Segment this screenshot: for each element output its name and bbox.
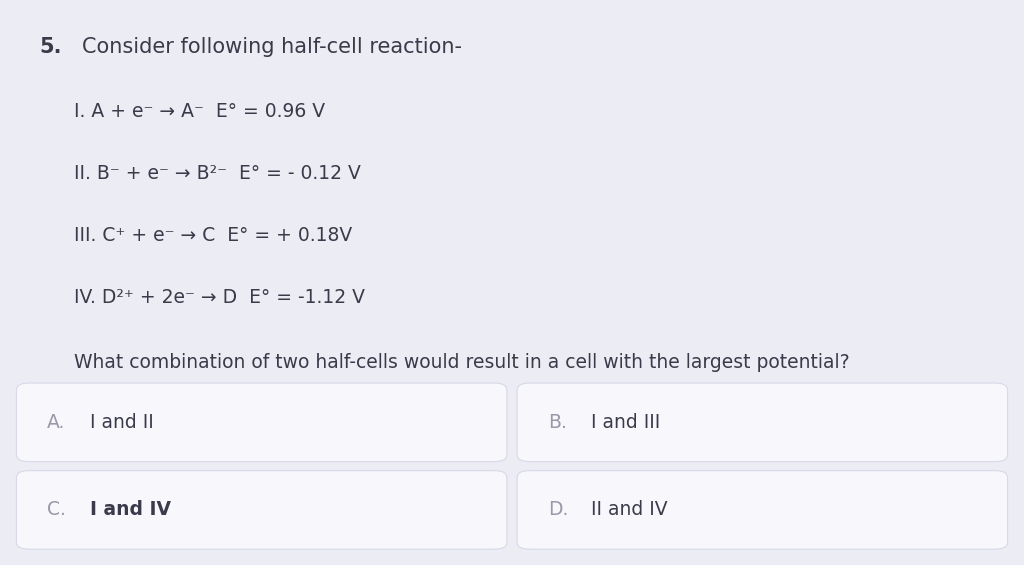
Text: II and IV: II and IV — [591, 501, 668, 519]
Text: II. B⁻ + e⁻ → B²⁻  E° = - 0.12 V: II. B⁻ + e⁻ → B²⁻ E° = - 0.12 V — [74, 164, 360, 183]
Text: I and IV: I and IV — [90, 501, 171, 519]
Text: 5.: 5. — [39, 37, 61, 56]
Text: D.: D. — [548, 501, 568, 519]
FancyBboxPatch shape — [517, 383, 1008, 462]
Text: I and II: I and II — [90, 413, 154, 432]
FancyBboxPatch shape — [517, 471, 1008, 549]
Text: A.: A. — [47, 413, 66, 432]
FancyBboxPatch shape — [16, 383, 507, 462]
Text: I and III: I and III — [591, 413, 660, 432]
Text: B.: B. — [548, 413, 566, 432]
Text: IV. D²⁺ + 2e⁻ → D  E° = -1.12 V: IV. D²⁺ + 2e⁻ → D E° = -1.12 V — [74, 288, 365, 307]
Text: Consider following half-cell reaction-: Consider following half-cell reaction- — [82, 37, 462, 56]
Text: I. A + e⁻ → A⁻  E° = 0.96 V: I. A + e⁻ → A⁻ E° = 0.96 V — [74, 102, 325, 121]
FancyBboxPatch shape — [16, 471, 507, 549]
Text: What combination of two half-cells would result in a cell with the largest poten: What combination of two half-cells would… — [74, 353, 849, 372]
Text: III. C⁺ + e⁻ → C  E° = + 0.18V: III. C⁺ + e⁻ → C E° = + 0.18V — [74, 226, 352, 245]
Text: C.: C. — [47, 501, 66, 519]
